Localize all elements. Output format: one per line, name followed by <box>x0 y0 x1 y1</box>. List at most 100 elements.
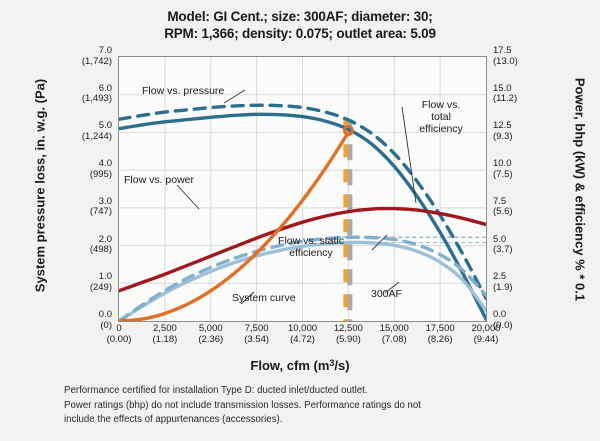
y-tick-left: 7.0 (1,742) <box>54 45 112 67</box>
y-tick-left-value: 1.0 <box>98 271 112 283</box>
y-tick-right-value: 12.5 <box>493 120 512 132</box>
y-tick-right-value-kw: (7.5) <box>493 168 513 180</box>
y-tick-right-value-kw: (13.0) <box>493 55 518 67</box>
y-tick-left-value: 5.0 <box>98 120 112 132</box>
footnote-line1: Performance certified for installation T… <box>64 385 368 396</box>
y-tick-left: 1.0 (249) <box>54 272 112 293</box>
series-flow-vs-power <box>119 206 486 293</box>
y-tick-left-value: 7.0 <box>98 45 112 56</box>
y-tick-right-value: 5.0 <box>493 233 507 245</box>
x-tick: 0 (0.00) <box>84 323 154 345</box>
annotation-fse-line1: Flow vs. static <box>278 235 344 247</box>
x-tick: 17,500 (8.26) <box>405 323 475 345</box>
x-axis-title-sup: 3 <box>329 358 335 368</box>
x-tick-value-cfm: 12,500 <box>333 323 363 334</box>
plot-area <box>118 56 487 322</box>
y-tick-right-value-kw: (5.6) <box>493 206 513 218</box>
y-tick-right-value: 10.0 <box>493 158 512 170</box>
y-tick-left: 0.0 (0) <box>54 309 112 331</box>
y-tick-right-value-kw: (11.2) <box>493 93 518 105</box>
x-tick-value-m3s: (1.18) <box>152 333 178 345</box>
y-tick-right: 2.5 (1.9) <box>493 272 551 293</box>
operating-point-dot <box>342 125 354 137</box>
y-axis-left-title: System pressure loss, in. w.g. (Pa) <box>32 78 48 293</box>
leader-flow-vs-total-efficiency <box>401 106 417 204</box>
y-tick-right: 17.5 (13.0) <box>493 45 551 67</box>
leader-flow-vs-power <box>176 184 200 210</box>
chart-title-line2: RPM: 1,366; density: 0.075; outlet area:… <box>164 26 436 41</box>
x-axis-title-pre: Flow, cfm (m <box>250 358 330 374</box>
x-tick-value-cfm: 5,000 <box>198 323 223 334</box>
x-axis-title-post: /s) <box>334 358 350 374</box>
y-tick-left-value: 6.0 <box>98 82 112 94</box>
y-tick-left-value-pa: (995) <box>89 168 112 180</box>
x-tick: 2,500 (1.18) <box>130 323 200 345</box>
plot-svg <box>119 57 486 321</box>
chart-title: Model: GI Cent.; size: 300AF; diameter: … <box>0 8 600 42</box>
operating-point-markers <box>343 119 353 321</box>
y-tick-right-value: 7.5 <box>493 195 507 207</box>
x-tick: 10,000 (4.72) <box>268 323 338 345</box>
leader-flow-vs-pressure <box>223 89 246 104</box>
y-tick-right: 10.0 (7.5) <box>493 159 551 180</box>
y-tick-right-value: 17.5 <box>493 45 512 56</box>
y-tick-left: 2.0 (498) <box>54 233 112 256</box>
x-tick-value-m3s: (2.36) <box>198 333 224 345</box>
y-tick-right-value: 0.0 <box>493 309 507 320</box>
x-tick-value-cfm: 20,000 <box>471 323 501 334</box>
x-tick-value-cfm: 0 <box>116 323 122 334</box>
y-tick-right: 15.0 (11.2) <box>493 82 551 105</box>
x-tick-value-cfm: 10,000 <box>287 323 318 334</box>
y-tick-left-value-pa: (1,493) <box>81 93 112 105</box>
annotation-300af: 300AF <box>371 288 402 300</box>
y-tick-right-value-kw: (0.0) <box>493 319 513 331</box>
y-tick-right: 12.5 (9.3) <box>493 121 551 142</box>
x-tick-value-m3s: (0.00) <box>106 333 132 345</box>
footnote: Performance certified for installation T… <box>64 384 544 428</box>
annotation-fte-line3: efficiency <box>419 123 463 135</box>
series-flow-vs-static-efficiency <box>119 240 486 321</box>
footnote-line3: include the effects of appurtenances (ac… <box>64 414 283 425</box>
y-tick-left-value-pa: (0) <box>100 319 112 331</box>
x-axis-title: Flow, cfm (m3/s) <box>0 358 600 373</box>
x-tick: 20,000 (9.44) <box>451 323 521 345</box>
y-tick-right: 7.5 (5.6) <box>493 195 551 218</box>
y-tick-left-value-pa: (1,742) <box>81 55 112 67</box>
leader-flow-vs-static-efficiency <box>371 234 388 251</box>
series-flow-vs-pressure-dashed-variant <box>119 103 486 301</box>
annotation-flow-vs-pressure: Flow vs. pressure <box>142 85 225 97</box>
annotation-flow-vs-power: Flow vs. power <box>124 174 195 186</box>
annotation-fte-line2: total <box>431 111 451 123</box>
x-tick: 7,500 (3.54) <box>222 323 292 345</box>
y-tick-right-value: 2.5 <box>493 271 507 283</box>
y-tick-left: 6.0 (1,493) <box>54 82 112 105</box>
annotation-system-curve: System curve <box>232 292 296 304</box>
x-tick-value-m3s: (8.26) <box>427 333 453 345</box>
series-system-curve <box>119 130 351 321</box>
y-tick-left-value: 0.0 <box>98 309 112 320</box>
y-tick-left: 5.0 (1,244) <box>54 121 112 142</box>
x-tick-value-cfm: 2,500 <box>152 323 177 334</box>
y-tick-left-value: 2.0 <box>98 233 112 245</box>
y-tick-left: 3.0 (747) <box>54 195 112 218</box>
series-flow-vs-pressure <box>119 112 486 321</box>
x-tick-value-m3s: (9.44) <box>473 333 499 345</box>
annotation-flow-vs-total-efficiency: Flow vs. total efficiency <box>403 99 479 135</box>
x-tick-value-m3s: (5.90) <box>335 333 361 345</box>
x-tick-value-cfm: 17,500 <box>425 323 455 334</box>
annotation-fte-line1: Flow vs. <box>421 99 461 111</box>
y-tick-right-value-kw: (3.7) <box>493 244 513 256</box>
x-tick-value-m3s: (4.72) <box>290 333 315 345</box>
y-tick-left: 4.0 (995) <box>54 159 112 180</box>
y-tick-right-value-kw: (1.9) <box>493 281 513 293</box>
y-tick-left-value-pa: (747) <box>89 206 112 218</box>
y-axis-right-title: Power, bhp (kW) & efficiency % * 0.1 <box>572 77 588 302</box>
y-tick-left-value: 3.0 <box>98 195 112 207</box>
leader-300af <box>384 281 400 294</box>
chart-title-line1: Model: GI Cent.; size: 300AF; diameter: … <box>167 9 433 24</box>
y-tick-left-value-pa: (249) <box>89 281 112 293</box>
y-tick-right-value: 15.0 <box>493 82 512 94</box>
footnote-line2: Power ratings (bhp) do not include trans… <box>64 399 421 411</box>
y-tick-left-value: 4.0 <box>98 158 112 170</box>
